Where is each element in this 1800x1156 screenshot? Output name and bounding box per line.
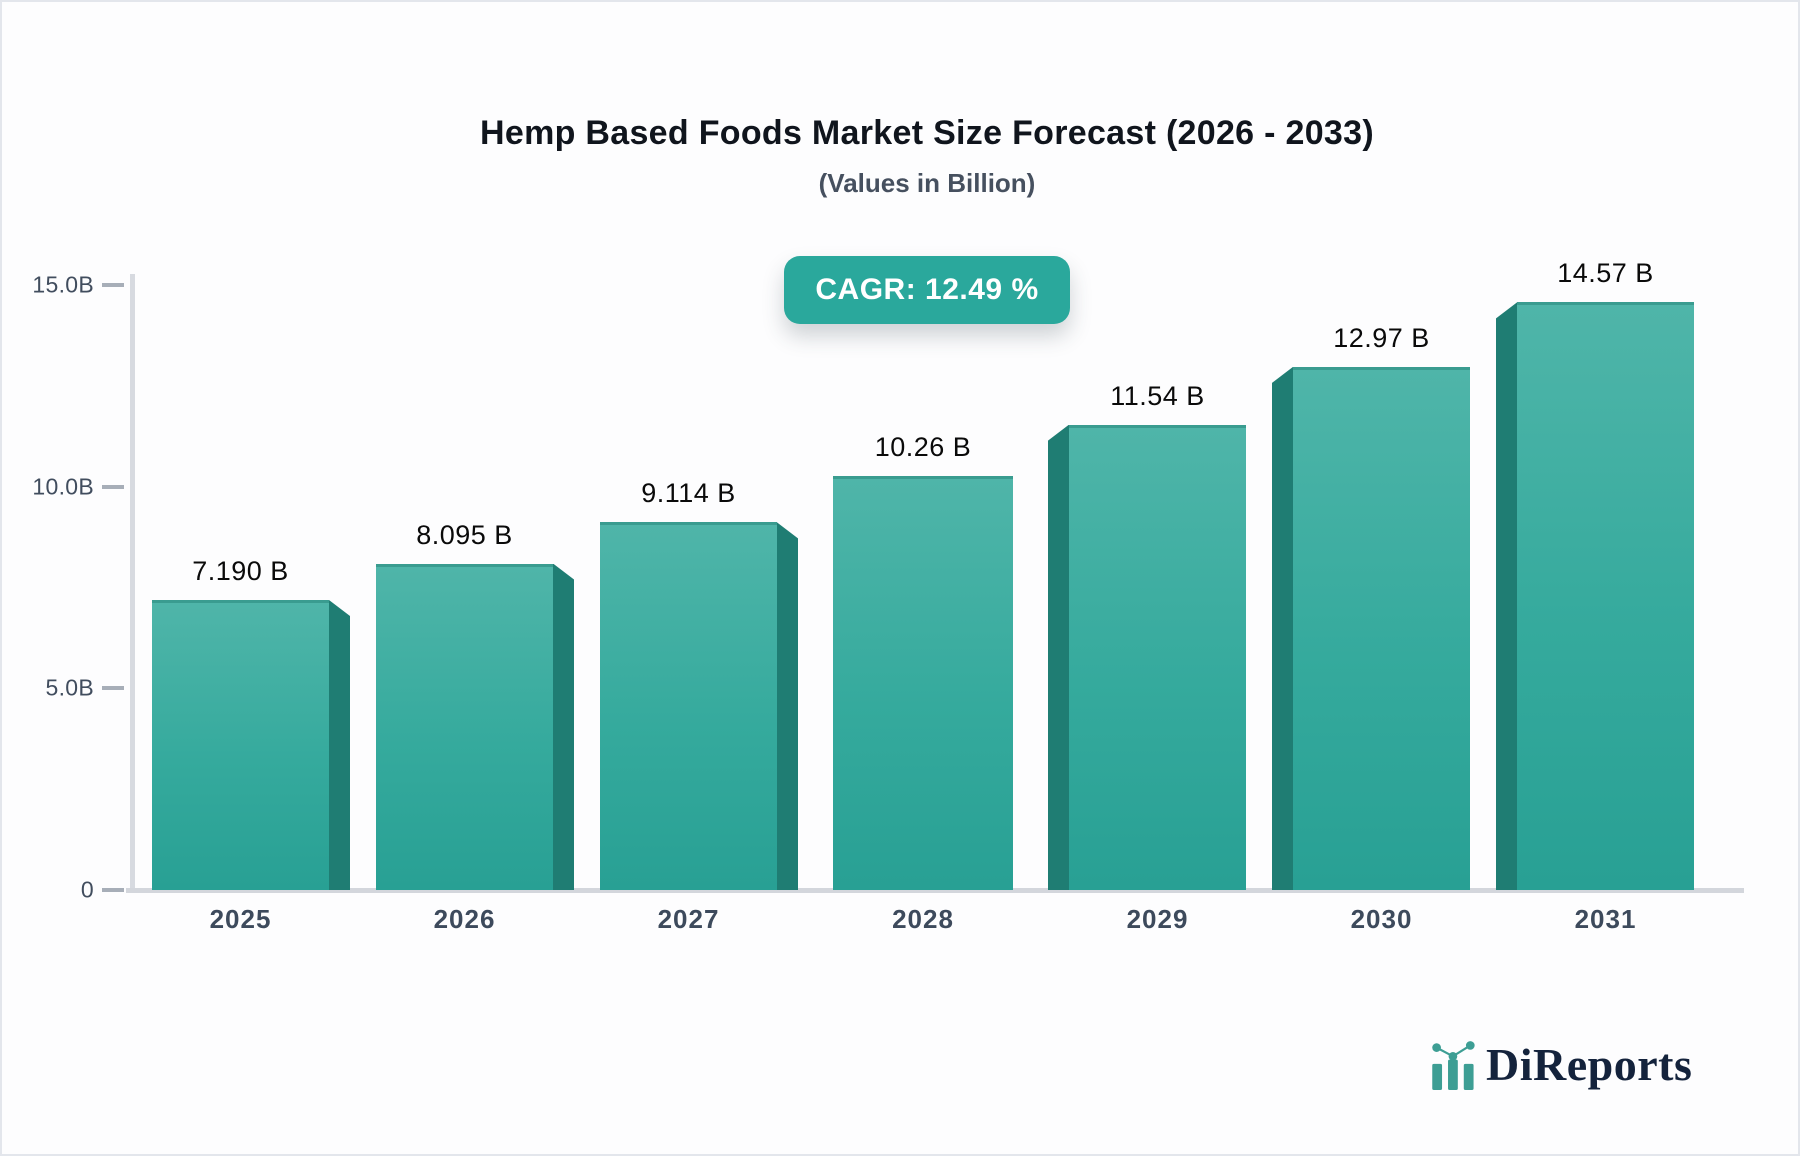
x-axis-label-2031: 2031 [1574, 904, 1637, 934]
bar-2025 [152, 600, 329, 890]
bar-value-label: 14.57 B [1557, 258, 1654, 289]
bar-value-label: 10.26 B [874, 432, 972, 463]
x-axis-label-2025: 2025 [209, 904, 272, 934]
bar-3d-side-2030 [1272, 366, 1293, 890]
y-tick [102, 283, 124, 288]
cagr-badge: CAGR: 12.49 % [784, 256, 1070, 324]
logo-bar-line-icon [1432, 1040, 1475, 1090]
bar-2030 [1293, 366, 1470, 890]
bar-2027 [600, 522, 777, 890]
logo-text: DiReports [1486, 1039, 1693, 1090]
x-axis-label-2029: 2029 [1126, 904, 1189, 934]
y-tick-label: 5.0B [45, 674, 94, 701]
y-tick-label: 10.0B [32, 473, 94, 500]
bar-value-label: 11.54 B [1110, 380, 1205, 411]
bar-3d-side-2029 [1048, 424, 1069, 890]
bar-3d-side-2027 [777, 522, 798, 890]
x-axis-label-2030: 2030 [1350, 904, 1413, 934]
chart-subtitle: (Values in Billion) [818, 168, 1036, 198]
y-tick [102, 686, 124, 691]
x-axis-baseline [126, 888, 1744, 893]
bar-2029 [1069, 424, 1246, 890]
bar-2031 [1517, 302, 1694, 890]
bar-3d-side-2026 [553, 563, 574, 890]
x-axis-label-2026: 2026 [433, 904, 496, 934]
direports-logo: DiReports [1430, 1038, 1692, 1091]
y-tick [102, 484, 124, 489]
x-axis-label-2027: 2027 [657, 904, 720, 934]
x-axis-label-2028: 2028 [892, 904, 954, 934]
bar-3d-side-2031 [1496, 302, 1517, 890]
y-tick-label: 0 [80, 876, 94, 903]
bar-3d-side-2025 [329, 600, 350, 890]
bar-value-label: 7.190 B [192, 556, 289, 587]
y-axis-line [130, 274, 135, 893]
y-tick-label: 15.0B [32, 271, 94, 298]
bar-2028 [833, 476, 1013, 890]
bar-value-label: 8.095 B [416, 519, 513, 550]
y-tick [102, 888, 124, 892]
bar-value-label: 9.114 B [641, 478, 736, 509]
chart-title: Hemp Based Foods Market Size Forecast (2… [480, 114, 1374, 152]
bar-2026 [376, 563, 553, 890]
bar-value-label: 12.97 B [1333, 322, 1430, 353]
